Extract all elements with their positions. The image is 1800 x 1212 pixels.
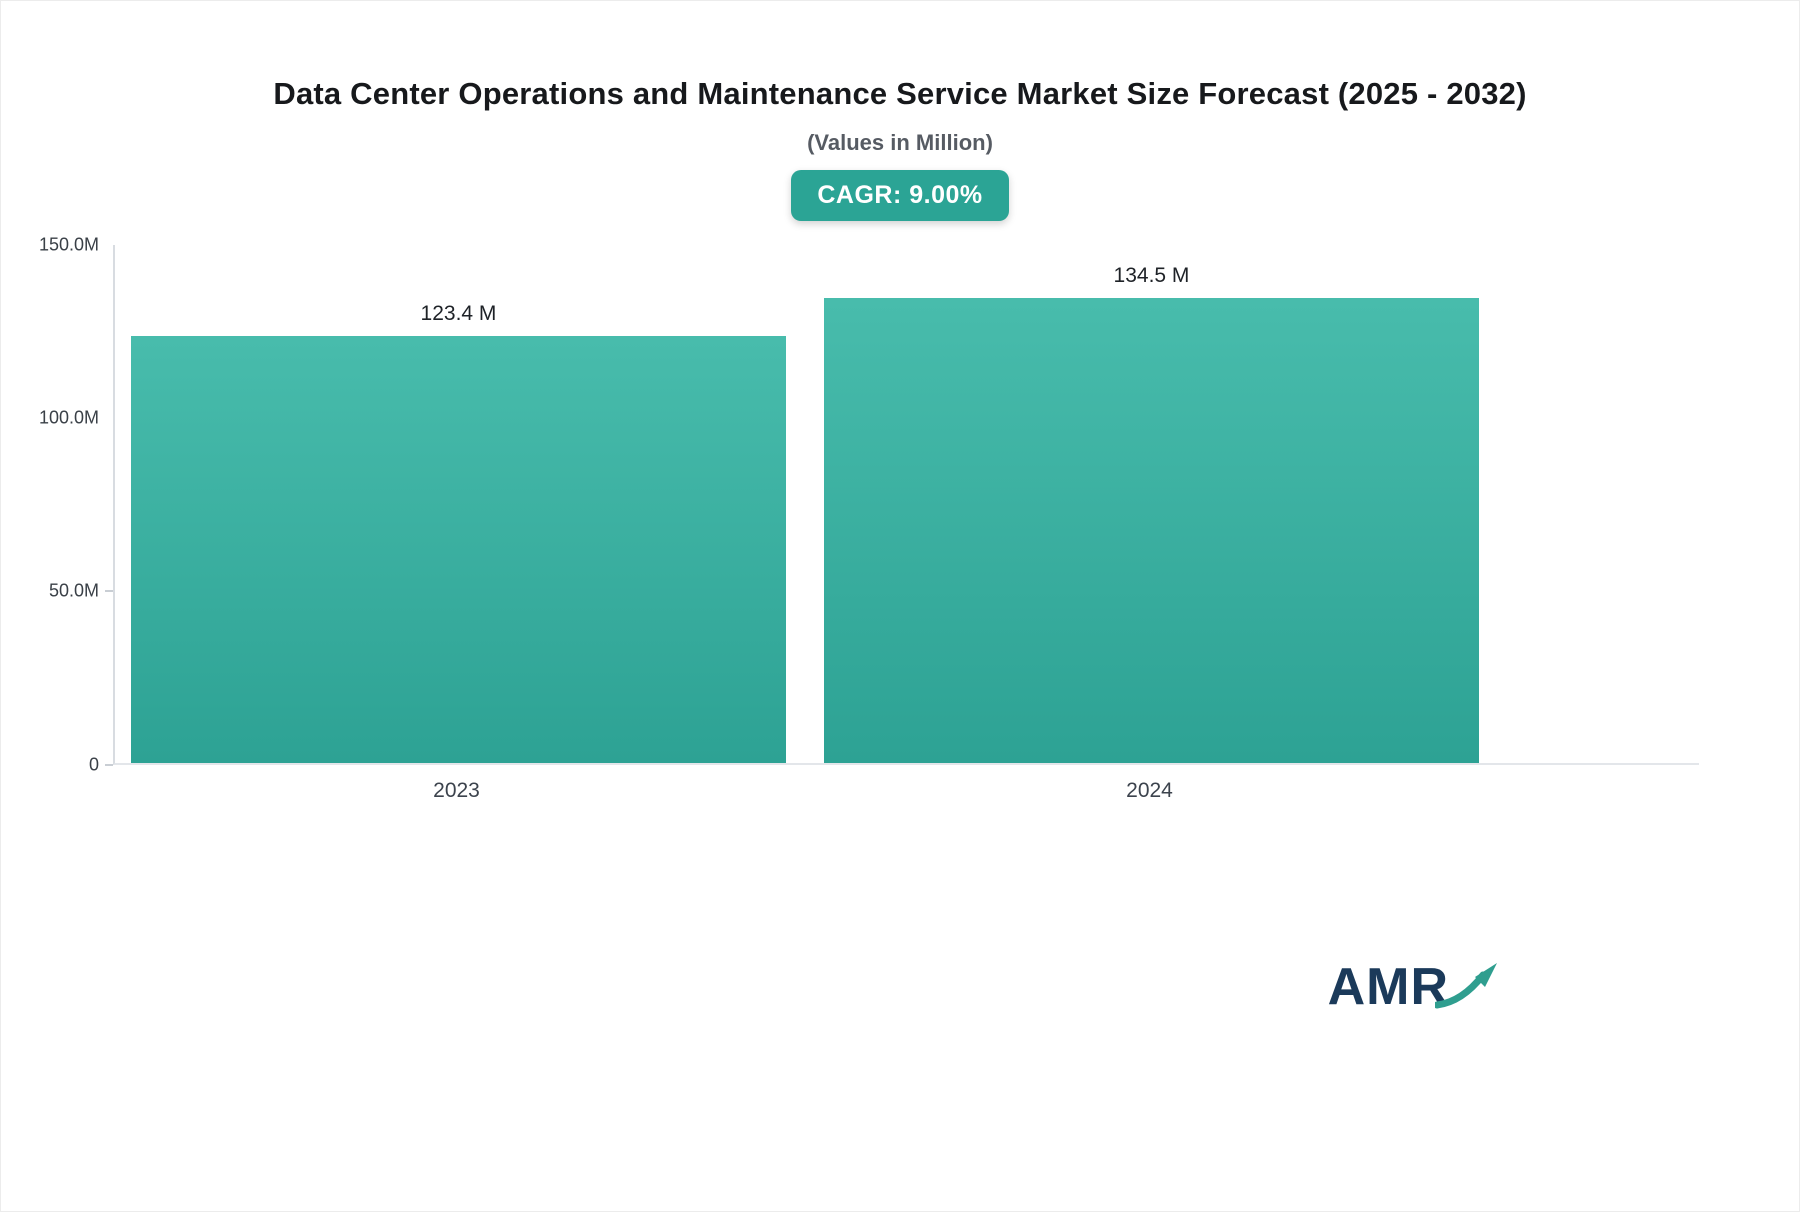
- y-axis: 150.0M 100.0M 50.0M 0: [21, 234, 113, 774]
- y-axis-tick-mark: [105, 590, 113, 593]
- plot-wrap: 123.4 M 134.5 M 2023 2024: [113, 244, 1699, 803]
- chart-header: Data Center Operations and Maintenance S…: [1, 1, 1799, 221]
- bar-2023[interactable]: [131, 336, 786, 763]
- y-axis-tick-50: 50.0M: [48, 580, 99, 601]
- badge-wrap: CAGR: 9.00%: [1, 169, 1799, 221]
- chart-subtitle: (Values in Million): [807, 129, 993, 155]
- amr-logo-text: AMR: [1327, 958, 1449, 1016]
- bar-value-label: 134.5 M: [1113, 264, 1190, 288]
- bar-value-label: 123.4 M: [420, 302, 497, 326]
- chart-area: 150.0M 100.0M 50.0M 0 123.4 M 134.5 M 20…: [21, 234, 1699, 803]
- amr-logo: AMR: [1328, 961, 1499, 1013]
- x-axis: 2023 2024: [113, 779, 1699, 803]
- cagr-badge: CAGR: 9.00%: [791, 169, 1009, 221]
- bar-group-2023: 123.4 M: [131, 245, 786, 763]
- y-axis-tick-0: 0: [88, 754, 99, 774]
- y-axis-tick-mark: [105, 763, 113, 766]
- x-axis-label-2023: 2023: [433, 778, 480, 802]
- bar-2024[interactable]: [824, 298, 1479, 763]
- bar-group-2024: 134.5 M: [824, 245, 1479, 763]
- plot-area: 123.4 M 134.5 M: [113, 244, 1699, 765]
- logo-arrow-icon: [1435, 963, 1497, 1009]
- y-axis-tick-100: 100.0M: [38, 407, 99, 428]
- chart-title: Data Center Operations and Maintenance S…: [273, 76, 1527, 111]
- y-axis-tick-150: 150.0M: [38, 234, 99, 254]
- x-axis-label-2024: 2024: [1126, 778, 1173, 802]
